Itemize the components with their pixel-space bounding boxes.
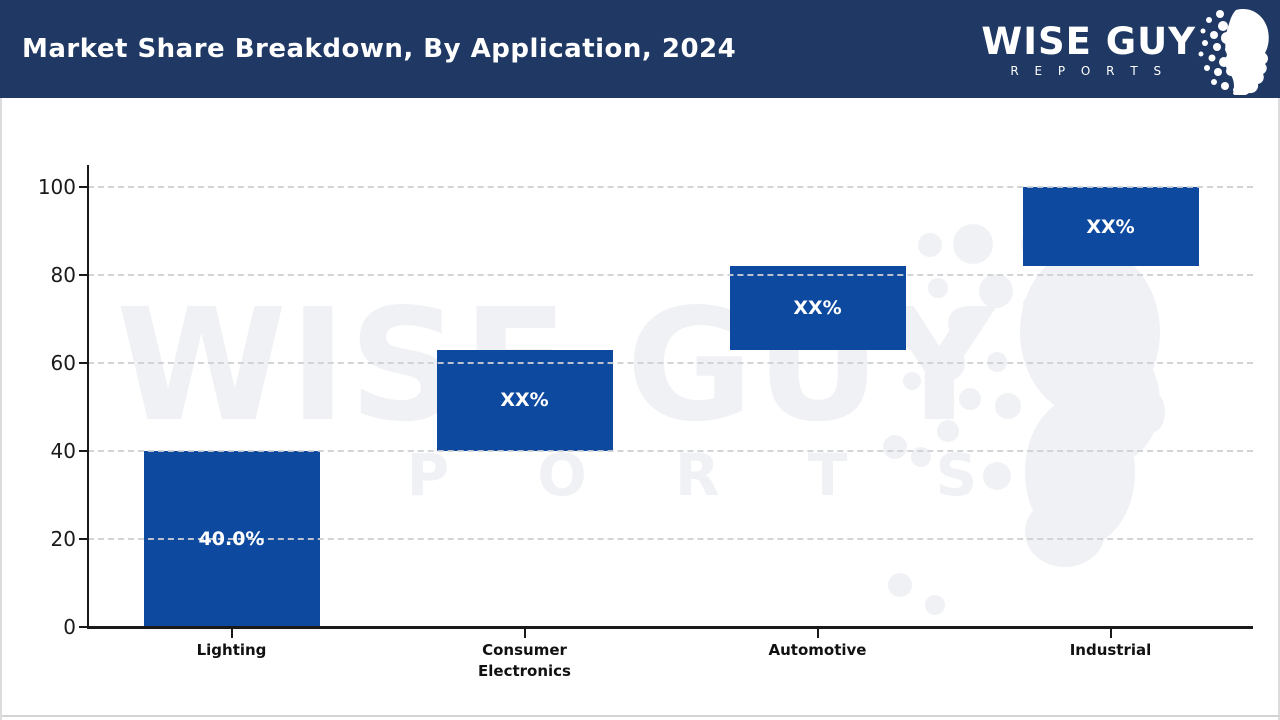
page-title: Market Share Breakdown, By Application, …	[22, 34, 737, 64]
gridline	[88, 538, 1253, 540]
y-tick	[79, 450, 88, 452]
y-tick	[79, 274, 88, 276]
bar-value-label: XX%	[793, 297, 842, 319]
brand-logo-text: WISE GUY R E P O R T S	[981, 23, 1196, 78]
y-tick	[79, 626, 88, 628]
header: Market Share Breakdown, By Application, …	[0, 0, 1280, 98]
gridline	[88, 450, 1253, 452]
x-tick-label: Automotive	[768, 641, 867, 659]
y-tick-label: 20	[50, 527, 76, 551]
y-axis	[87, 165, 89, 628]
x-tick	[523, 629, 526, 638]
brand-logo: WISE GUY R E P O R T S	[981, 4, 1272, 96]
brand-tagline: R E P O R T S	[1010, 63, 1168, 78]
brand-name: WISE GUY	[981, 19, 1196, 63]
y-tick-label: 100	[37, 175, 76, 199]
gridline	[88, 186, 1253, 188]
y-tick-label: 0	[63, 615, 76, 639]
x-tick-label: Consumer Electronics	[478, 641, 571, 680]
y-tick-label: 40	[50, 439, 76, 463]
bar-consumer-electronics	[436, 349, 613, 451]
x-tick-label: Industrial	[1069, 641, 1152, 659]
watermark-head-icon	[883, 224, 1165, 615]
gridline	[88, 274, 1253, 276]
bar-value-label: XX%	[1086, 215, 1135, 238]
bar-industrial	[1022, 187, 1199, 267]
y-tick	[79, 538, 88, 540]
y-tick-label: 60	[50, 351, 76, 375]
bottom-border	[2, 715, 1280, 717]
y-tick-label: 80	[50, 263, 76, 287]
gridline	[88, 362, 1253, 364]
x-tick	[1109, 629, 1112, 638]
x-tick	[816, 629, 819, 638]
bar-automotive	[729, 266, 906, 350]
x-tick-label: Lighting	[196, 641, 267, 659]
y-tick	[79, 362, 88, 364]
y-tick	[79, 186, 88, 188]
bar-value-label: XX%	[500, 389, 549, 412]
logo-head-icon	[1198, 9, 1269, 95]
bar-value-label: 40.0%	[198, 528, 265, 550]
x-axis	[87, 626, 1253, 629]
x-tick	[230, 629, 233, 638]
